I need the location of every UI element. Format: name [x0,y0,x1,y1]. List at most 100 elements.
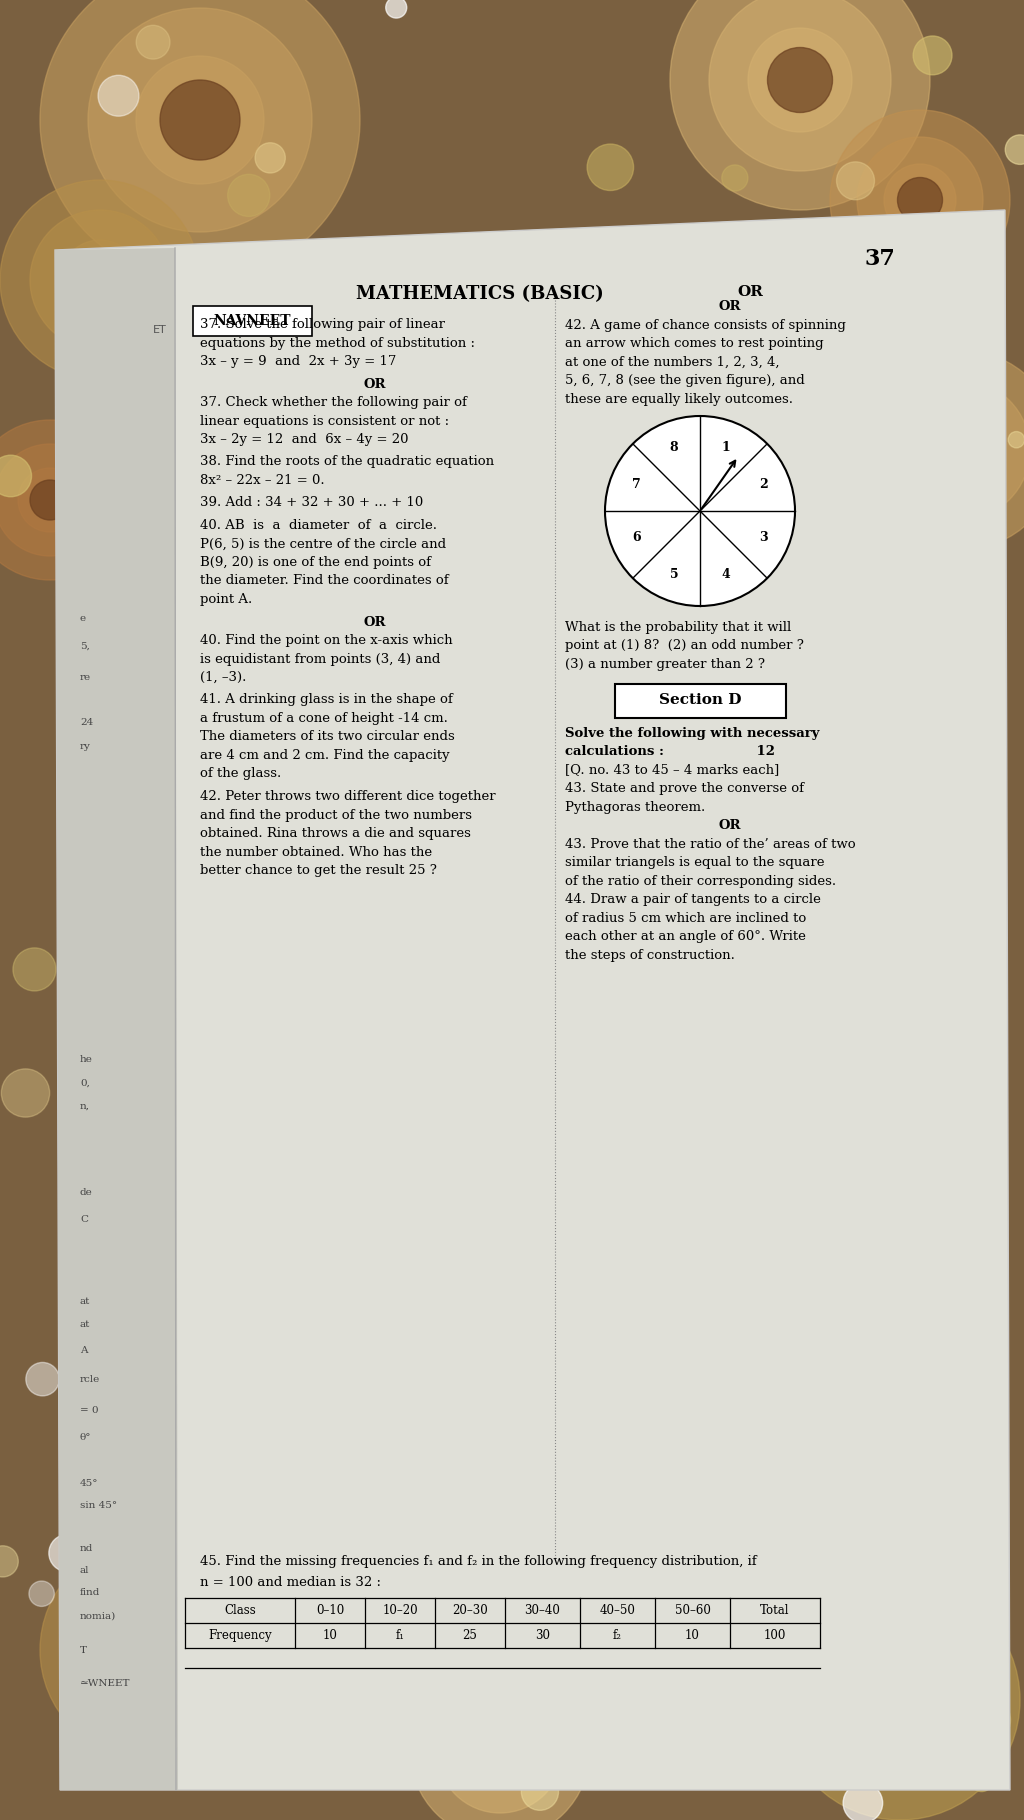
Text: the diameter. Find the coordinates of: the diameter. Find the coordinates of [200,575,449,588]
Circle shape [410,1660,590,1820]
Circle shape [255,142,286,173]
Circle shape [477,1727,522,1773]
Circle shape [743,280,766,302]
Text: 0,: 0, [80,1079,90,1087]
Circle shape [29,1582,54,1607]
Text: point A.: point A. [200,593,252,606]
Circle shape [739,943,759,963]
Text: 40–50: 40–50 [600,1603,636,1616]
Text: these are equally likely outcomes.: these are equally likely outcomes. [565,393,793,406]
Text: 39. Add : 34 + 32 + 30 + ... + 10: 39. Add : 34 + 32 + 30 + ... + 10 [200,497,423,510]
Circle shape [13,948,56,990]
Circle shape [852,1653,948,1747]
Text: Class: Class [224,1603,256,1616]
Circle shape [437,1389,480,1432]
Text: the steps of construction.: the steps of construction. [565,948,735,961]
Circle shape [926,677,964,715]
Circle shape [0,444,106,555]
Circle shape [913,36,952,75]
Text: 20–30: 20–30 [453,1603,487,1616]
Text: Pythagoras theorem.: Pythagoras theorem. [565,801,706,814]
Circle shape [956,1085,982,1112]
Text: calculations :                    12: calculations : 12 [565,744,775,757]
Text: (1, –3).: (1, –3). [200,672,247,684]
Text: 42. Peter throws two different dice together: 42. Peter throws two different dice toge… [200,790,496,803]
Circle shape [768,47,833,113]
Circle shape [897,178,942,222]
Circle shape [681,1449,710,1478]
Circle shape [874,573,921,619]
Circle shape [778,340,810,373]
Circle shape [794,1691,825,1722]
Circle shape [169,1108,200,1138]
Text: 45. Find the missing frequencies f₁ and f₂ in the following frequency distributi: 45. Find the missing frequencies f₁ and … [200,1554,757,1569]
Circle shape [966,1698,1011,1742]
Circle shape [952,222,976,246]
Circle shape [287,1096,317,1127]
Polygon shape [55,248,178,1791]
Text: 30: 30 [535,1629,550,1642]
Text: 8x² – 22x – 21 = 0.: 8x² – 22x – 21 = 0. [200,473,325,488]
Text: re: re [80,673,91,681]
Text: 7: 7 [633,479,641,491]
Text: OR: OR [737,286,763,298]
Circle shape [748,27,852,133]
Text: Solve the following with necessary: Solve the following with necessary [565,726,819,739]
Circle shape [461,293,490,322]
Circle shape [30,480,70,521]
Circle shape [1,1068,49,1117]
Circle shape [224,251,259,286]
Circle shape [1009,431,1024,448]
Circle shape [203,346,251,393]
Ellipse shape [605,417,795,606]
Circle shape [899,357,925,384]
Text: 3: 3 [759,531,768,544]
Text: 43. Prove that the ratio of the’ areas of two: 43. Prove that the ratio of the’ areas o… [565,837,856,850]
Text: n = 100 and median is 32 :: n = 100 and median is 32 : [200,1576,381,1589]
Circle shape [263,832,312,881]
Circle shape [780,1580,1020,1820]
Text: 37: 37 [864,248,895,269]
Text: 10: 10 [685,1629,700,1642]
Text: ET: ET [154,326,167,335]
Text: 44. Draw a pair of tangents to a circle: 44. Draw a pair of tangents to a circle [565,894,821,906]
Text: The diameters of its two circular ends: The diameters of its two circular ends [200,730,455,744]
Text: e: e [80,615,86,622]
Text: 37. Check whether the following pair of: 37. Check whether the following pair of [200,397,467,410]
Text: equations by the method of substitution :: equations by the method of substitution … [200,337,475,349]
Circle shape [577,1123,616,1163]
Circle shape [677,288,705,315]
Circle shape [935,551,981,599]
Circle shape [587,144,634,191]
Text: 40. AB  is  a  diameter  of  a  circle.: 40. AB is a diameter of a circle. [200,519,437,531]
Circle shape [816,1616,984,1784]
Text: B(9, 20) is one of the end points of: B(9, 20) is one of the end points of [200,555,431,570]
Circle shape [119,1492,143,1518]
Circle shape [88,7,312,231]
Circle shape [84,915,103,935]
Text: 2: 2 [759,479,768,491]
Circle shape [850,961,867,977]
Text: nomia): nomia) [80,1613,117,1620]
Text: [Q. no. 43 to 45 – 4 marks each]: [Q. no. 43 to 45 – 4 marks each] [565,764,779,777]
Text: 37. Solve the following pair of linear: 37. Solve the following pair of linear [200,318,445,331]
Circle shape [464,1714,536,1785]
Circle shape [170,1250,204,1283]
Circle shape [227,175,270,217]
Text: OR: OR [364,377,386,391]
Circle shape [976,956,993,974]
Circle shape [857,136,983,264]
Circle shape [1006,135,1024,164]
Text: linear equations is consistent or not :: linear equations is consistent or not : [200,415,450,428]
Circle shape [709,0,891,171]
Text: better chance to get the result 25 ?: better chance to get the result 25 ? [200,864,437,877]
Text: at: at [80,1298,90,1305]
Circle shape [75,255,125,306]
Text: ry: ry [80,743,91,750]
Circle shape [674,839,696,863]
Text: 40. Find the point on the x-axis which: 40. Find the point on the x-axis which [200,633,453,646]
Text: Total: Total [760,1603,790,1616]
Circle shape [940,366,984,410]
Text: f₂: f₂ [613,1629,622,1642]
Text: 45°: 45° [80,1480,98,1487]
